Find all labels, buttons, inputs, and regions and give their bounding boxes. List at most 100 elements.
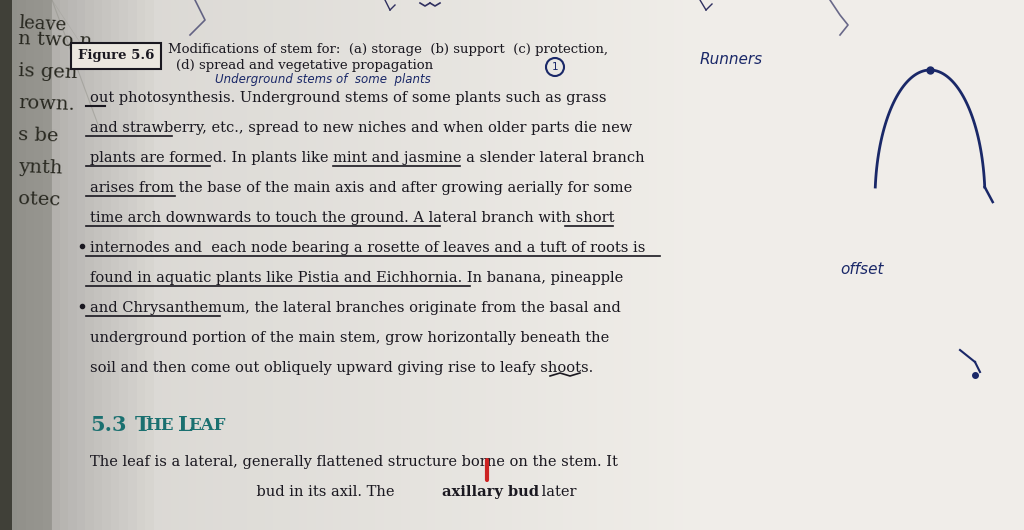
Bar <box>77 0 86 530</box>
Bar <box>742 0 752 530</box>
Bar <box>794 0 803 530</box>
Bar <box>674 0 684 530</box>
Bar <box>187 0 198 530</box>
Bar <box>981 0 991 530</box>
Bar <box>853 0 863 530</box>
Bar <box>819 0 828 530</box>
Bar <box>998 0 1008 530</box>
Text: HE: HE <box>145 417 173 434</box>
Bar <box>43 0 52 530</box>
Text: bud in its axil. The: bud in its axil. The <box>90 485 399 499</box>
Bar <box>333 0 342 530</box>
Text: found in aquatic plants like Pistia and Eichhornia. In banana, pineapple: found in aquatic plants like Pistia and … <box>90 271 624 285</box>
Bar <box>529 0 539 530</box>
Bar <box>717 0 726 530</box>
Bar <box>683 0 692 530</box>
Text: 1: 1 <box>552 62 558 72</box>
Bar <box>640 0 649 530</box>
Bar <box>282 0 291 530</box>
Bar <box>162 0 172 530</box>
Bar <box>59 0 70 530</box>
Text: and strawberry, etc., spread to new niches and when older parts die new: and strawberry, etc., spread to new nich… <box>90 121 632 135</box>
Text: arises from the base of the main axis and after growing aerially for some: arises from the base of the main axis an… <box>90 181 632 195</box>
Bar <box>197 0 206 530</box>
Bar <box>478 0 487 530</box>
Text: time arch downwards to touch the ground. A lateral branch with short: time arch downwards to touch the ground.… <box>90 211 614 225</box>
Bar <box>17 0 27 530</box>
Bar <box>581 0 590 530</box>
Bar <box>136 0 146 530</box>
Bar <box>392 0 402 530</box>
Bar <box>955 0 966 530</box>
Bar <box>520 0 530 530</box>
Text: T: T <box>135 415 151 435</box>
Bar <box>862 0 871 530</box>
Bar <box>632 0 641 530</box>
Text: leave: leave <box>18 14 67 34</box>
Bar <box>922 0 931 530</box>
Text: Underground stems of  some  plants: Underground stems of some plants <box>215 74 431 86</box>
Bar <box>990 0 999 530</box>
Bar <box>896 0 905 530</box>
Bar <box>26 0 35 530</box>
Bar <box>734 0 743 530</box>
Bar <box>0 0 52 530</box>
Bar <box>290 0 300 530</box>
Text: otec: otec <box>18 190 60 209</box>
Bar <box>401 0 411 530</box>
Bar <box>222 0 231 530</box>
Bar <box>256 0 265 530</box>
Bar <box>443 0 454 530</box>
Bar <box>94 0 103 530</box>
Bar <box>0 0 12 530</box>
Bar <box>367 0 377 530</box>
Bar <box>69 0 78 530</box>
Bar <box>495 0 505 530</box>
Text: Modifications of stem for:  (a) storage  (b) support  (c) protection,: Modifications of stem for: (a) storage (… <box>168 43 608 57</box>
Bar <box>154 0 163 530</box>
Bar <box>171 0 180 530</box>
Bar <box>606 0 615 530</box>
Text: Runners: Runners <box>700 52 763 67</box>
Text: soil and then come out obliquely upward giving rise to leafy shoots.: soil and then come out obliquely upward … <box>90 361 593 375</box>
Bar <box>435 0 444 530</box>
Bar <box>725 0 735 530</box>
Text: underground portion of the main stem, grow horizontally beneath the: underground portion of the main stem, gr… <box>90 331 609 345</box>
Text: L: L <box>178 415 193 435</box>
Bar <box>120 0 129 530</box>
Bar <box>845 0 854 530</box>
Bar <box>837 0 846 530</box>
Bar <box>657 0 667 530</box>
Text: Figure 5.6: Figure 5.6 <box>78 49 155 63</box>
Text: is gen: is gen <box>18 62 78 82</box>
Bar <box>563 0 572 530</box>
Bar <box>904 0 914 530</box>
Bar <box>939 0 948 530</box>
FancyBboxPatch shape <box>71 43 161 69</box>
Bar <box>666 0 675 530</box>
Text: (d) spread and vegetative propagation: (d) spread and vegetative propagation <box>176 58 433 72</box>
Bar <box>376 0 385 530</box>
Bar <box>1016 0 1024 530</box>
Bar <box>802 0 812 530</box>
Text: and Chrysanthemum, the lateral branches originate from the basal and: and Chrysanthemum, the lateral branches … <box>90 301 621 315</box>
Bar <box>325 0 334 530</box>
Bar <box>965 0 974 530</box>
Bar <box>102 0 112 530</box>
Bar <box>811 0 820 530</box>
Bar <box>128 0 137 530</box>
Bar <box>691 0 700 530</box>
Bar <box>8 0 18 530</box>
Text: EAF: EAF <box>188 417 225 434</box>
Bar <box>358 0 368 530</box>
Bar <box>307 0 316 530</box>
Bar <box>1007 0 1017 530</box>
Bar <box>273 0 283 530</box>
Bar <box>34 0 44 530</box>
Bar <box>264 0 274 530</box>
Bar <box>768 0 777 530</box>
Bar <box>486 0 496 530</box>
Bar <box>350 0 359 530</box>
Bar <box>699 0 710 530</box>
Bar <box>453 0 462 530</box>
